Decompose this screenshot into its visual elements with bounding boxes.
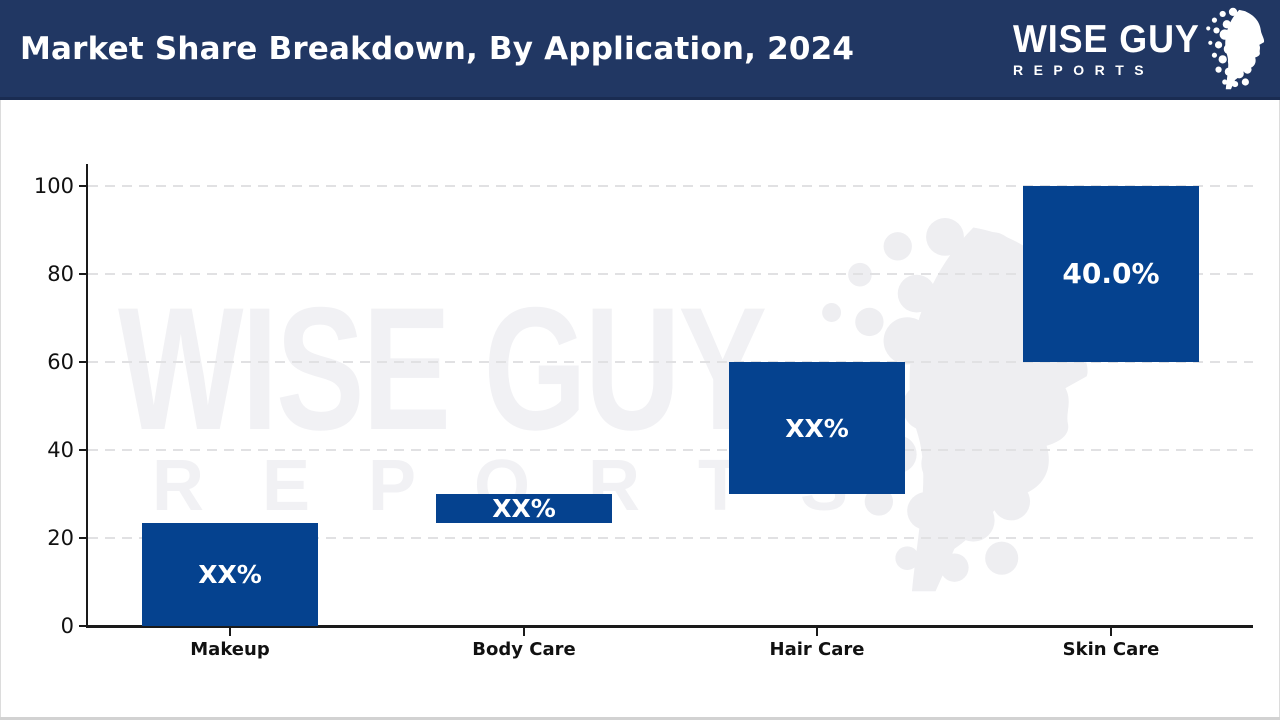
y-tick-label-20: 20: [47, 526, 74, 550]
y-tick-20: [79, 537, 87, 539]
page-title: Market Share Breakdown, By Application, …: [20, 30, 855, 67]
bar-skin-care: 40.0%: [1023, 186, 1199, 362]
y-tick-60: [79, 361, 87, 363]
x-tick-3: [1110, 628, 1112, 636]
x-tick-1: [523, 628, 525, 636]
x-tick-0: [229, 628, 231, 636]
gridline-20: [88, 537, 1253, 539]
page-border-bottom: [0, 717, 1280, 720]
x-tick-2: [816, 628, 818, 636]
wiseguy-logo: WISE GUY REPORTS: [1013, 7, 1266, 91]
bar-value-label: XX%: [785, 413, 849, 443]
x-axis-line: [86, 625, 1253, 628]
y-tick-label-0: 0: [60, 614, 74, 638]
y-tick-label-100: 100: [33, 174, 74, 198]
bar-hair-care: XX%: [729, 362, 905, 494]
watermark-wordmark: WISE GUY: [118, 272, 767, 467]
x-tick-label-2: Hair Care: [769, 639, 865, 660]
logo-subtitle: REPORTS: [1012, 61, 1155, 78]
gridline-100: [88, 185, 1253, 187]
y-tick-80: [79, 273, 87, 275]
header: Market Share Breakdown, By Application, …: [0, 0, 1280, 100]
x-tick-label-0: Makeup: [190, 639, 270, 660]
y-tick-label-80: 80: [47, 262, 74, 286]
gridline-40: [88, 449, 1253, 451]
bar-body-care: XX%: [436, 494, 612, 523]
bar-value-label: XX%: [198, 559, 262, 589]
wiseguy-head-icon: [1206, 7, 1265, 89]
bar-value-label: 40.0%: [1062, 257, 1160, 290]
gridline-60: [88, 361, 1253, 363]
x-tick-label-1: Body Care: [472, 639, 576, 660]
logo-text: WISE GUY REPORTS: [1013, 20, 1216, 78]
y-tick-40: [79, 449, 87, 451]
logo-wordmark: WISE GUY: [1012, 17, 1200, 61]
y-axis-line: [86, 164, 88, 627]
x-tick-label-3: Skin Care: [1062, 639, 1160, 660]
bar-makeup: XX%: [142, 522, 318, 626]
gridline-80: [88, 273, 1253, 275]
y-tick-label-40: 40: [47, 438, 74, 462]
page-border-left: [0, 0, 1, 720]
bar-value-label: XX%: [492, 493, 556, 523]
y-tick-label-60: 60: [47, 350, 74, 374]
y-tick-0: [79, 625, 87, 627]
y-tick-100: [79, 185, 87, 187]
